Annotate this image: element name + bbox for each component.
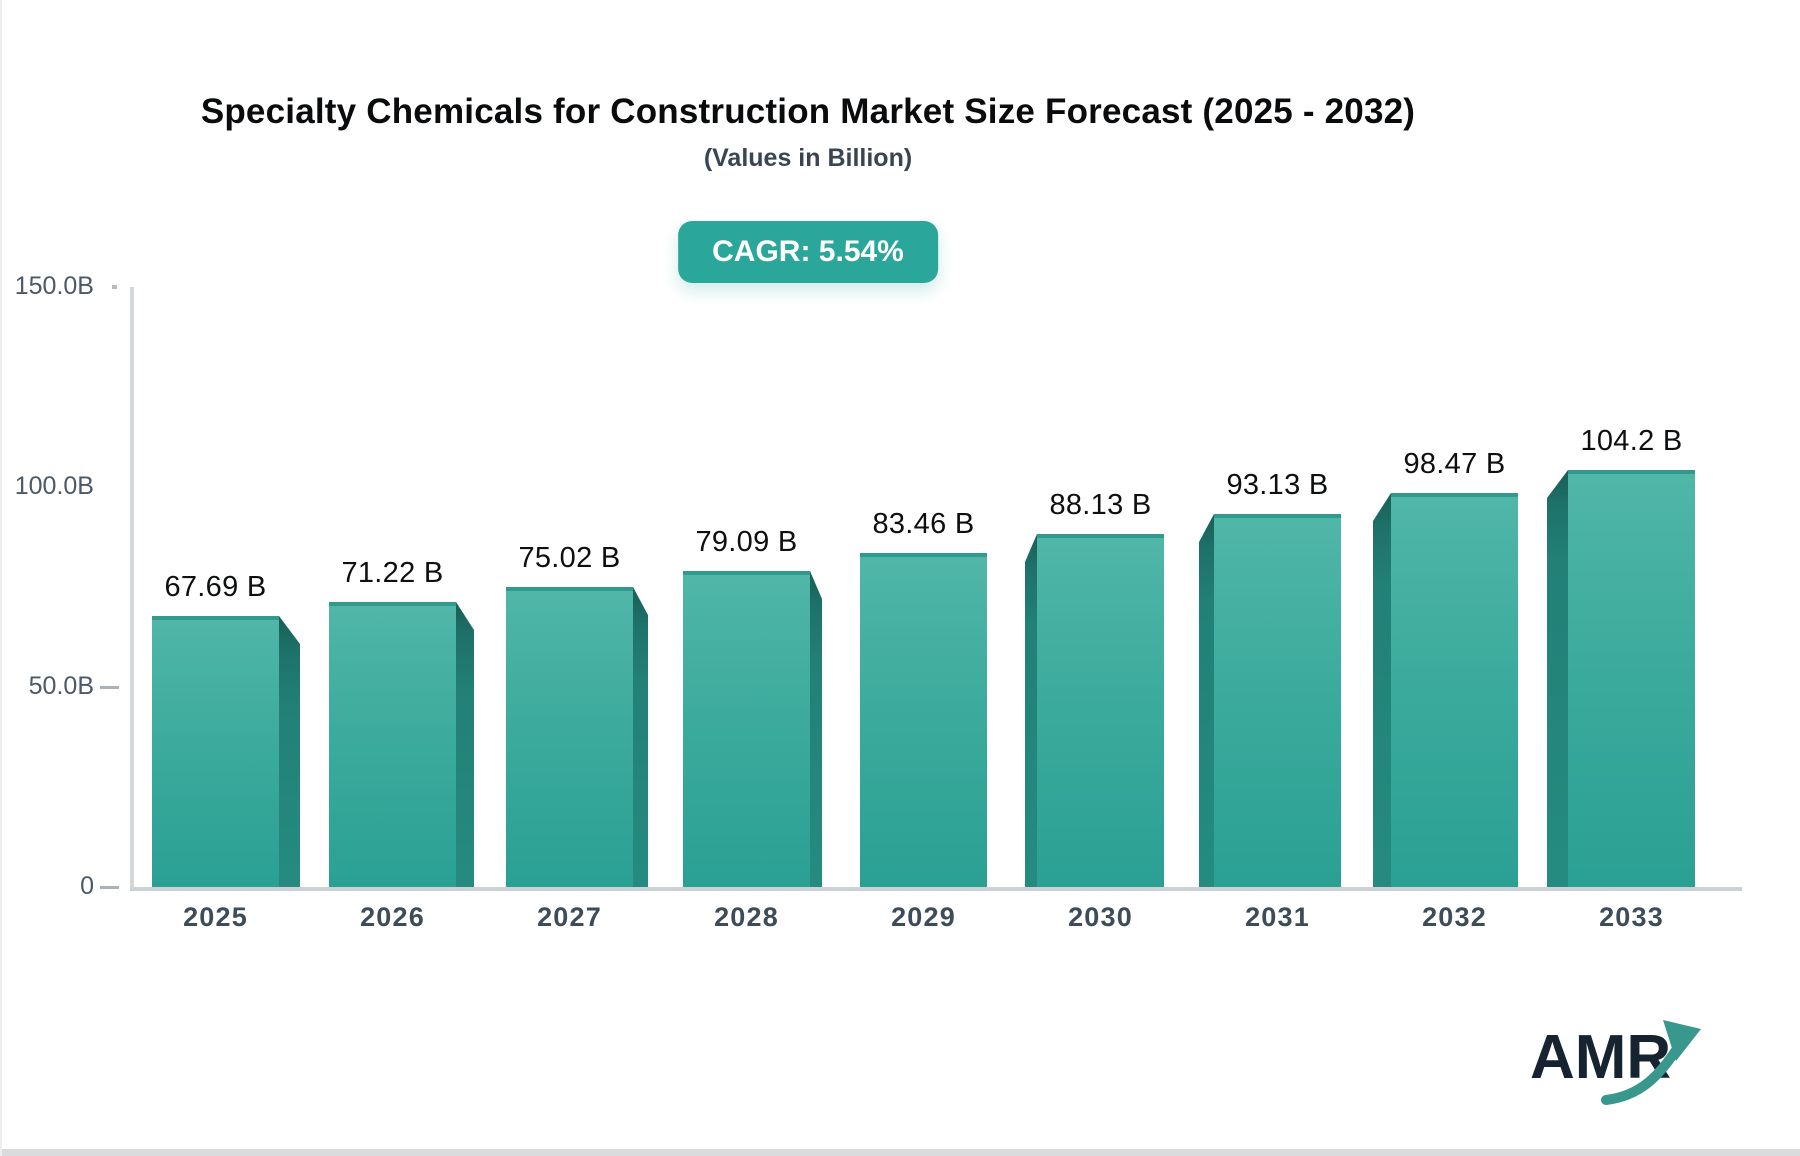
chart-subtitle: (Values in Billion)	[703, 144, 913, 172]
bar-value-label: 104.2 B	[1580, 425, 1683, 457]
bar-2029	[860, 553, 987, 887]
x-axis-line	[130, 887, 1742, 891]
y-tick-mark	[112, 285, 117, 289]
x-axis-label-2033: 2033	[1599, 902, 1664, 932]
chart-title: Specialty Chemicals for Construction Mar…	[200, 92, 1416, 131]
bar-value-label: 98.47 B	[1403, 448, 1506, 480]
bar-side-face	[1547, 470, 1568, 887]
y-tick-label: 150.0B	[14, 272, 94, 300]
bar-value-label: 71.22 B	[341, 557, 444, 589]
bar-value-label: 83.46 B	[872, 508, 975, 540]
bar-2027	[506, 587, 633, 887]
bar-side-face	[1373, 493, 1391, 887]
x-axis-label-2025: 2025	[183, 902, 248, 932]
x-axis-label-2031: 2031	[1245, 902, 1310, 932]
y-tick-label: 0	[80, 872, 94, 900]
bar-side-face	[279, 616, 300, 887]
bar-value-label: 67.69 B	[164, 571, 267, 603]
bar-side-face	[810, 571, 822, 887]
bar-side-face	[456, 602, 474, 887]
bar-2033	[1568, 470, 1695, 887]
bar-value-label: 88.13 B	[1049, 489, 1152, 521]
bottom-scrollbar[interactable]	[2, 1149, 1800, 1156]
bar-side-face	[1199, 514, 1214, 887]
y-tick-label: 50.0B	[28, 672, 94, 700]
bar-2025	[152, 616, 279, 887]
y-tick-mark	[100, 886, 119, 889]
y-axis-line	[130, 287, 134, 891]
chart-header: Specialty Chemicals for Construction Mar…	[2, 92, 1614, 173]
y-tick-label: 100.0B	[14, 472, 94, 500]
bar-value-label: 75.02 B	[518, 542, 621, 574]
bar-2032	[1391, 493, 1518, 887]
x-axis-label-2030: 2030	[1068, 902, 1133, 932]
bar-value-label: 79.09 B	[695, 526, 798, 558]
bar-side-face	[1025, 534, 1037, 887]
cagr-badge: CAGR: 5.54%	[678, 221, 938, 283]
x-axis-label-2026: 2026	[360, 902, 425, 932]
growth-arrow-icon	[1601, 1020, 1701, 1105]
bar-2030	[1037, 534, 1164, 887]
x-axis-label-2027: 2027	[537, 902, 602, 932]
y-tick-mark	[100, 686, 119, 689]
bar-2031	[1214, 514, 1341, 887]
x-axis-label-2028: 2028	[714, 902, 779, 932]
bar-value-label: 93.13 B	[1226, 469, 1329, 501]
bar-2026	[329, 602, 456, 887]
x-axis-label-2032: 2032	[1422, 902, 1487, 932]
bar-2028	[683, 571, 810, 887]
x-axis-label-2029: 2029	[891, 902, 956, 932]
bar-side-face	[633, 587, 648, 887]
